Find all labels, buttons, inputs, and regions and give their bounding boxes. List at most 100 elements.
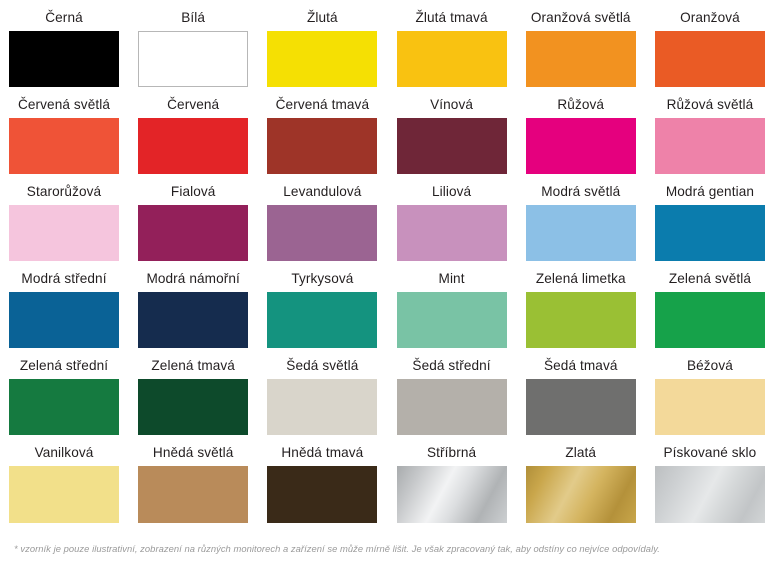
swatch-cell[interactable]: Béžová: [654, 348, 775, 436]
swatch-cell[interactable]: Modrá světlá: [525, 174, 655, 262]
swatch-label: Pískované sklo: [663, 445, 757, 461]
swatch-label: Bílá: [181, 10, 206, 25]
swatch-label: Šedá tmavá: [543, 358, 618, 374]
swatch-color-chip[interactable]: [654, 118, 765, 175]
swatch-label: Růžová: [557, 97, 605, 113]
swatch-color-chip[interactable]: [9, 379, 119, 436]
swatch-color-chip[interactable]: [654, 31, 765, 88]
swatch-color-chip[interactable]: [267, 118, 378, 175]
swatch-cell[interactable]: Fialová: [138, 174, 267, 262]
swatch-cell[interactable]: Zlatá: [525, 435, 655, 523]
swatch-cell[interactable]: Hnědá světlá: [138, 435, 267, 523]
swatch-color-chip[interactable]: [267, 31, 378, 88]
swatch-label: Béžová: [686, 358, 733, 374]
swatch-color-chip[interactable]: [9, 205, 119, 262]
swatch-color-chip[interactable]: [654, 466, 765, 523]
swatch-color-chip[interactable]: [9, 466, 119, 523]
swatch-cell[interactable]: Oranžová: [654, 0, 775, 88]
footnote-disclaimer: * vzorník je pouze ilustrativní, zobraze…: [14, 543, 660, 554]
swatch-color-chip[interactable]: [525, 292, 636, 349]
swatch-cell[interactable]: Zelená střední: [9, 348, 138, 436]
swatch-cell[interactable]: Mint: [396, 261, 526, 349]
swatch-label: Liliová: [431, 184, 472, 200]
swatch-cell[interactable]: Žlutá tmavá: [396, 0, 526, 88]
swatch-cell[interactable]: Hnědá tmavá: [267, 435, 396, 523]
swatch-cell[interactable]: Vanilková: [9, 435, 138, 523]
swatch-cell[interactable]: Starorůžová: [9, 174, 138, 262]
swatch-color-chip[interactable]: [396, 205, 507, 262]
swatch-color-chip[interactable]: [267, 379, 378, 436]
swatch-cell[interactable]: Oranžová světlá: [525, 0, 655, 88]
swatch-color-chip[interactable]: [654, 292, 765, 349]
swatch-color-chip[interactable]: [396, 379, 507, 436]
swatch-label: Šedá světlá: [286, 358, 359, 374]
swatch-color-chip[interactable]: [9, 31, 119, 88]
swatch-label: Oranžová: [680, 10, 740, 25]
swatch-cell[interactable]: Modrá gentian: [654, 174, 775, 262]
swatch-color-chip[interactable]: [138, 118, 249, 175]
swatch-color-chip[interactable]: [525, 466, 636, 523]
swatch-cell[interactable]: Šedá tmavá: [525, 348, 655, 436]
swatch-cell[interactable]: Žlutá: [267, 0, 396, 88]
swatch-color-chip[interactable]: [138, 205, 249, 262]
swatch-cell[interactable]: Levandulová: [267, 174, 396, 262]
swatch-label: Vanilková: [34, 445, 94, 461]
swatch-color-chip[interactable]: [267, 292, 378, 349]
swatch-cell[interactable]: Červená tmavá: [267, 87, 396, 175]
swatch-cell[interactable]: Zelená limetka: [525, 261, 655, 349]
swatch-color-chip[interactable]: [138, 379, 249, 436]
swatch-color-chip[interactable]: [138, 466, 249, 523]
swatch-color-chip[interactable]: [396, 466, 507, 523]
swatch-color-chip[interactable]: [654, 379, 765, 436]
swatch-cell[interactable]: Červená: [138, 87, 267, 175]
swatch-cell[interactable]: Zelená tmavá: [138, 348, 267, 436]
swatch-cell[interactable]: Růžová světlá: [654, 87, 775, 175]
color-swatch-grid: Černá Bílá Žlutá Žlutá tmavá Oranžová světlá…: [9, 0, 775, 523]
swatch-cell[interactable]: Vínová: [396, 87, 526, 175]
swatch-label: Levandulová: [283, 184, 362, 200]
swatch-color-chip[interactable]: [525, 379, 636, 436]
swatch-cell[interactable]: Šedá střední: [396, 348, 526, 436]
swatch-color-chip[interactable]: [525, 205, 636, 262]
swatch-label: Modrá světlá: [541, 184, 621, 200]
swatch-cell[interactable]: Šedá světlá: [267, 348, 396, 436]
swatch-label: Mint: [438, 271, 465, 287]
swatch-color-chip[interactable]: [9, 118, 119, 175]
swatch-cell[interactable]: Červená světlá: [9, 87, 138, 175]
swatch-cell[interactable]: Růžová: [525, 87, 655, 175]
swatch-label: Modrá gentian: [665, 184, 755, 200]
swatch-color-chip[interactable]: [525, 31, 636, 88]
swatch-color-chip[interactable]: [9, 292, 119, 349]
swatch-color-chip[interactable]: [138, 292, 249, 349]
swatch-label: Fialová: [170, 184, 216, 200]
swatch-cell[interactable]: Modrá střední: [9, 261, 138, 349]
swatch-color-chip[interactable]: [654, 205, 765, 262]
swatch-label: Žlutá: [307, 10, 338, 25]
swatch-label: Stříbrná: [426, 445, 477, 461]
swatch-label: Tyrkysová: [291, 271, 354, 287]
swatch-cell[interactable]: Pískované sklo: [654, 435, 775, 523]
swatch-label: Modrá střední: [21, 271, 107, 287]
swatch-label: Zlatá: [565, 445, 597, 461]
swatch-label: Růžová světlá: [666, 97, 754, 113]
swatch-color-chip[interactable]: [396, 31, 507, 88]
swatch-cell[interactable]: Modrá námořní: [138, 261, 267, 349]
swatch-cell[interactable]: Zelená světlá: [654, 261, 775, 349]
swatch-color-chip[interactable]: [525, 118, 636, 175]
swatch-cell[interactable]: Bílá: [138, 0, 267, 88]
swatch-label: Šedá střední: [412, 358, 491, 374]
swatch-color-chip[interactable]: [396, 292, 507, 349]
swatch-color-chip[interactable]: [396, 118, 507, 175]
swatch-cell[interactable]: Tyrkysová: [267, 261, 396, 349]
swatch-color-chip[interactable]: [267, 205, 378, 262]
swatch-cell[interactable]: Černá: [9, 0, 138, 88]
swatch-color-chip[interactable]: [267, 466, 378, 523]
swatch-label: Černá: [45, 10, 83, 25]
swatch-label: Hnědá světlá: [152, 445, 234, 461]
swatch-label: Červená světlá: [17, 97, 111, 113]
swatch-color-chip[interactable]: [138, 31, 249, 88]
swatch-label: Zelená světlá: [668, 271, 752, 287]
swatch-cell[interactable]: Stříbrná: [396, 435, 526, 523]
swatch-label: Modrá námořní: [146, 271, 240, 287]
swatch-cell[interactable]: Liliová: [396, 174, 526, 262]
